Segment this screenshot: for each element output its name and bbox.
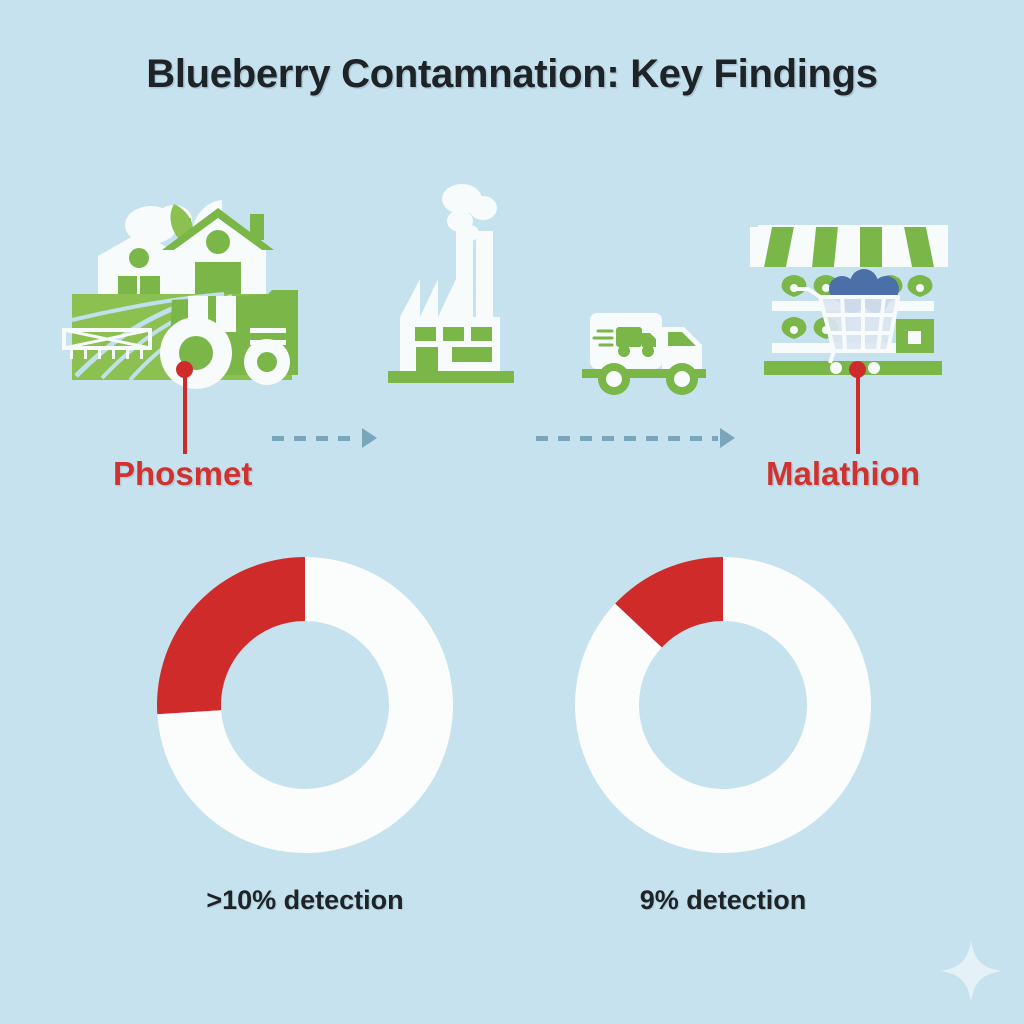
donut-slice-not-detected xyxy=(575,557,871,853)
detection-charts: >10% detection 9% detection xyxy=(0,555,1024,955)
donut-slices xyxy=(575,557,871,853)
donut-slices xyxy=(157,557,453,853)
red-dot-marker xyxy=(176,361,193,378)
farm-tractor-icon xyxy=(62,200,298,389)
malathion-donut-icon xyxy=(575,557,871,853)
four-point-star-icon xyxy=(940,940,1002,1002)
dashed-arrow-farm-to-factory xyxy=(272,428,377,448)
supply-chain-step-factory[interactable] xyxy=(382,175,532,400)
phosmet-donut-icon xyxy=(157,557,453,853)
dashed-arrow-factory-to-market xyxy=(536,428,735,448)
red-dot-marker xyxy=(849,361,866,378)
chart-caption-malathion: 9% detection xyxy=(639,885,807,915)
arrow-head-icon xyxy=(362,428,377,448)
delivery-truck-icon xyxy=(582,313,706,395)
pesticide-label-phosmet: Phosmet xyxy=(113,455,253,492)
chart-malathion[interactable]: 9% detection xyxy=(553,555,893,915)
arrow-dashes xyxy=(536,435,718,441)
donut-slice-not-detected xyxy=(157,557,453,853)
donut-slice-detected xyxy=(157,557,305,715)
arrow-head-icon xyxy=(720,428,735,448)
supply-chain-step-transport[interactable] xyxy=(572,305,712,400)
factory-icon xyxy=(388,184,514,383)
chart-phosmet[interactable]: >10% detection xyxy=(135,555,475,915)
leader-stem xyxy=(856,369,860,454)
arrow-dashes xyxy=(272,435,360,441)
chart-caption-phosmet: >10% detection xyxy=(206,885,404,915)
page-title: Blueberry Contamnation: Key Findings xyxy=(146,52,878,96)
grocery-store-icon xyxy=(750,225,948,375)
pesticide-label-malathion: Malathion xyxy=(766,455,920,492)
supply-chain-row xyxy=(0,165,1024,448)
donut-slice-detected xyxy=(615,557,723,648)
leader-stem xyxy=(183,369,187,454)
supply-chain-step-farm[interactable] xyxy=(62,190,302,405)
